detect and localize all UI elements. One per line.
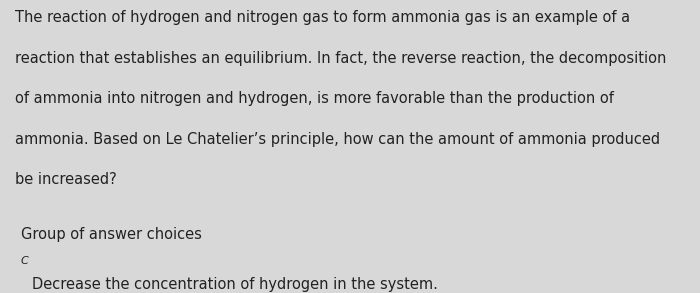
Text: The reaction of hydrogen and nitrogen gas to form ammonia gas is an example of a: The reaction of hydrogen and nitrogen ga… [15,10,631,25]
Text: be increased?: be increased? [15,172,117,187]
Text: of ammonia into nitrogen and hydrogen, is more favorable than the production of: of ammonia into nitrogen and hydrogen, i… [15,91,615,106]
Text: ammonia. Based on Le Chatelier’s principle, how can the amount of ammonia produc: ammonia. Based on Le Chatelier’s princip… [15,132,661,146]
Text: C: C [21,256,29,266]
Text: Decrease the concentration of hydrogen in the system.: Decrease the concentration of hydrogen i… [32,277,438,292]
Text: reaction that establishes an equilibrium. In fact, the reverse reaction, the dec: reaction that establishes an equilibrium… [15,51,667,66]
Text: Group of answer choices: Group of answer choices [21,227,202,242]
